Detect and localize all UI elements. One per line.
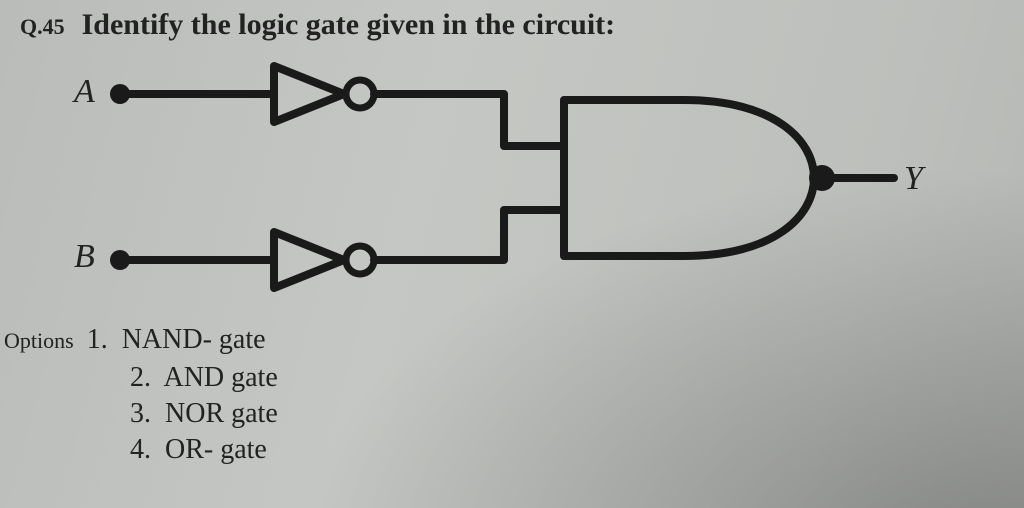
options-block: Options 1. NAND- gate 2. AND gate 3. NOR… <box>4 324 278 470</box>
question-text: Identify the logic gate given in the cir… <box>82 8 616 41</box>
option-2-text: AND gate <box>163 362 277 393</box>
option-3: 3. NOR gate <box>130 398 278 430</box>
wire-notb-to-and <box>374 210 564 260</box>
wire-nota-to-and <box>374 94 564 146</box>
option-4: 4. OR- gate <box>130 434 278 466</box>
and-gate <box>564 100 814 256</box>
not-gate-a <box>274 66 344 122</box>
not-a-bubble <box>346 80 374 108</box>
circuit-svg <box>74 50 944 310</box>
option-3-num: 3. <box>130 398 158 430</box>
question-number: Q.45 <box>20 14 65 39</box>
logic-circuit-diagram: A B Y <box>74 50 944 310</box>
options-list: 2. AND gate 3. NOR gate 4. OR- gate <box>130 362 278 466</box>
input-label-a: A <box>74 73 95 111</box>
option-2: 2. AND gate <box>130 362 278 394</box>
input-label-b: B <box>74 238 95 276</box>
question-line: Q.45 Identify the logic gate given in th… <box>20 8 615 42</box>
option-4-text: OR- gate <box>165 434 267 465</box>
option-3-text: NOR gate <box>165 398 278 429</box>
option-1-text: NAND- gate <box>122 324 266 355</box>
option-1-num: 1. <box>87 324 115 356</box>
option-4-num: 4. <box>130 434 158 466</box>
option-2-num: 2. <box>130 362 158 394</box>
option-1: 1. NAND- gate <box>87 324 266 356</box>
not-b-bubble <box>346 246 374 274</box>
not-gate-b <box>274 232 344 288</box>
options-label: Options <box>4 328 74 354</box>
output-label-y: Y <box>904 160 923 198</box>
